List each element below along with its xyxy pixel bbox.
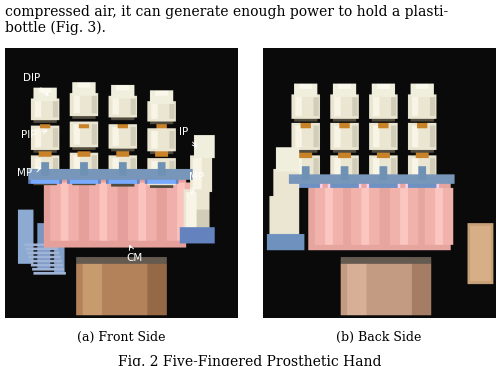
Text: Fig. 2 Five-Fingered Prosthetic Hand: Fig. 2 Five-Fingered Prosthetic Hand	[118, 355, 382, 366]
Text: DIP: DIP	[23, 73, 48, 96]
Text: bottle (Fig. 3).: bottle (Fig. 3).	[5, 20, 106, 34]
Text: (a) Front Side: (a) Front Side	[77, 331, 166, 344]
Text: MP: MP	[190, 172, 204, 194]
Text: IP: IP	[180, 127, 197, 147]
Text: (b) Back Side: (b) Back Side	[336, 331, 422, 344]
Text: MP: MP	[18, 168, 40, 178]
Text: PIP: PIP	[21, 129, 47, 140]
Text: CM: CM	[126, 246, 143, 263]
Text: compressed air, it can generate enough power to hold a plasti-: compressed air, it can generate enough p…	[5, 5, 448, 19]
